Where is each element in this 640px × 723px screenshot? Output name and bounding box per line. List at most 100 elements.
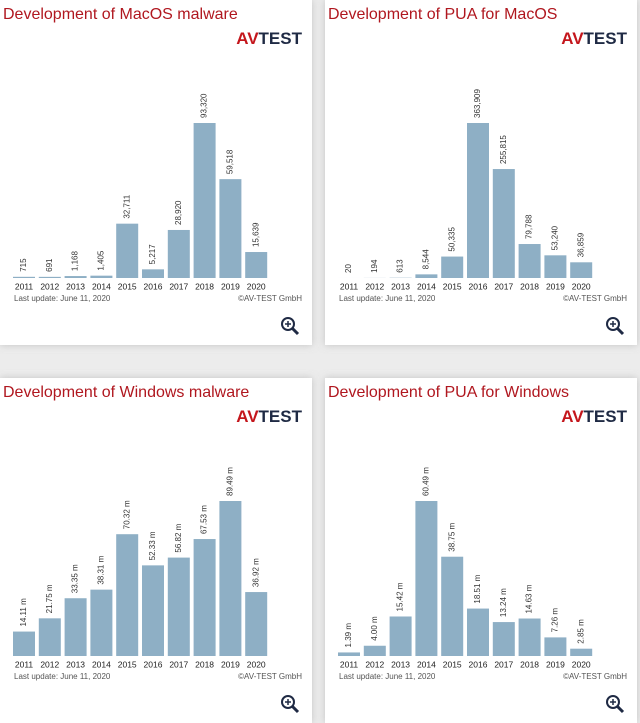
x-tick-label: 2017	[169, 659, 188, 669]
value-label: 50,335	[447, 227, 456, 252]
footer: Last update: June 11, 2020	[14, 672, 111, 681]
value-label: 59,518	[226, 149, 235, 174]
x-tick-label: 2018	[195, 281, 214, 291]
x-tick-label: 2020	[247, 659, 266, 669]
footer: Last update: June 11, 2020	[339, 672, 436, 681]
zoom-button[interactable]	[281, 317, 300, 336]
bar	[467, 123, 489, 278]
bar	[167, 229, 190, 278]
value-label: 38.31 m	[97, 555, 106, 584]
value-label: 36,859	[576, 232, 585, 257]
bar	[90, 275, 113, 278]
value-label: 79,788	[525, 214, 534, 239]
logo-av: AV	[561, 407, 584, 426]
x-tick-label: 2014	[417, 659, 436, 669]
footer: Last update: June 11, 2020	[14, 294, 111, 303]
zoom-button[interactable]	[281, 695, 300, 714]
value-label: 13.24 m	[499, 588, 508, 617]
x-tick-label: 2018	[520, 659, 539, 669]
bar	[64, 598, 87, 656]
x-tick-label: 2018	[520, 281, 539, 291]
chart-title: Development of PUA for Windows	[328, 384, 569, 401]
x-tick-label: 2017	[494, 659, 513, 669]
panel-background	[0, 0, 312, 345]
x-tick-label: 2012	[365, 281, 384, 291]
x-tick-label: 2015	[118, 281, 137, 291]
chart-panel: Development of Windows malware AVTEST 14.1…	[0, 378, 312, 723]
logo: AVTEST	[236, 407, 302, 426]
value-label: 14.63 m	[525, 584, 534, 613]
logo: AVTEST	[561, 29, 627, 48]
value-label: 20	[344, 264, 353, 273]
bar	[245, 252, 268, 278]
logo-test: TEST	[259, 29, 303, 48]
x-tick-label: 2011	[340, 281, 359, 291]
value-label: 89.49 m	[226, 467, 235, 496]
x-tick-label: 2019	[546, 281, 565, 291]
value-label: 60.49 m	[422, 467, 431, 496]
bar	[415, 274, 438, 278]
copyright: ©AV-TEST GmbH	[563, 294, 627, 303]
value-label: 53,240	[551, 225, 560, 250]
value-label: 93,320	[200, 93, 209, 118]
chart-title: Development of Windows malware	[3, 384, 249, 401]
bar	[518, 618, 541, 656]
bar	[193, 123, 216, 278]
logo-test: TEST	[584, 29, 628, 48]
value-label: 4.00 m	[370, 616, 379, 641]
bar	[38, 618, 61, 656]
panel-background	[325, 378, 637, 723]
x-tick-label: 2013	[391, 281, 410, 291]
bar	[570, 262, 593, 278]
x-tick-label: 2015	[118, 659, 137, 669]
zoom-lens	[606, 317, 620, 331]
value-label: 36.92 m	[251, 558, 260, 587]
bar	[64, 276, 87, 278]
value-label: 70.32 m	[122, 500, 131, 529]
x-tick-label: 2013	[66, 659, 85, 669]
value-label: 38.75 m	[447, 522, 456, 551]
logo-test: TEST	[584, 407, 628, 426]
bar	[193, 539, 216, 656]
bar	[245, 592, 268, 656]
zoom-lens	[281, 317, 295, 331]
x-tick-label: 2019	[221, 659, 240, 669]
value-label: 363,909	[473, 89, 482, 118]
bar	[467, 608, 489, 656]
bar	[570, 648, 593, 656]
bar	[142, 269, 164, 278]
zoom-handle	[616, 327, 625, 336]
x-tick-label: 2020	[247, 281, 266, 291]
x-tick-label: 2016	[144, 281, 163, 291]
zoom-handle	[291, 327, 300, 336]
x-tick-label: 2012	[40, 659, 59, 669]
value-label: 7.26 m	[551, 608, 560, 633]
x-tick-label: 2017	[169, 281, 188, 291]
bar	[219, 179, 242, 278]
chart-panel: Development of MacOS malware AVTEST 715 201…	[0, 0, 312, 345]
bar	[415, 501, 438, 656]
chart-title: Development of PUA for MacOS	[328, 6, 557, 23]
zoom-button[interactable]	[606, 695, 625, 714]
zoom-handle	[291, 705, 300, 714]
value-label: 5,217	[148, 244, 157, 265]
x-tick-label: 2011	[15, 659, 34, 669]
x-tick-label: 2016	[144, 659, 163, 669]
x-tick-label: 2015	[443, 281, 462, 291]
x-tick-label: 2014	[92, 281, 111, 291]
x-tick-label: 2013	[391, 659, 410, 669]
value-label: 52.33 m	[148, 531, 157, 560]
value-label: 1.39 m	[344, 623, 353, 648]
logo-av: AV	[236, 29, 259, 48]
x-tick-label: 2020	[572, 281, 591, 291]
x-tick-label: 2016	[469, 281, 488, 291]
value-label: 194	[370, 259, 379, 273]
bar	[90, 589, 113, 656]
value-label: 1,168	[71, 250, 80, 271]
zoom-button[interactable]	[606, 317, 625, 336]
bar	[167, 557, 190, 656]
bar	[441, 256, 464, 278]
x-tick-label: 2013	[66, 281, 85, 291]
